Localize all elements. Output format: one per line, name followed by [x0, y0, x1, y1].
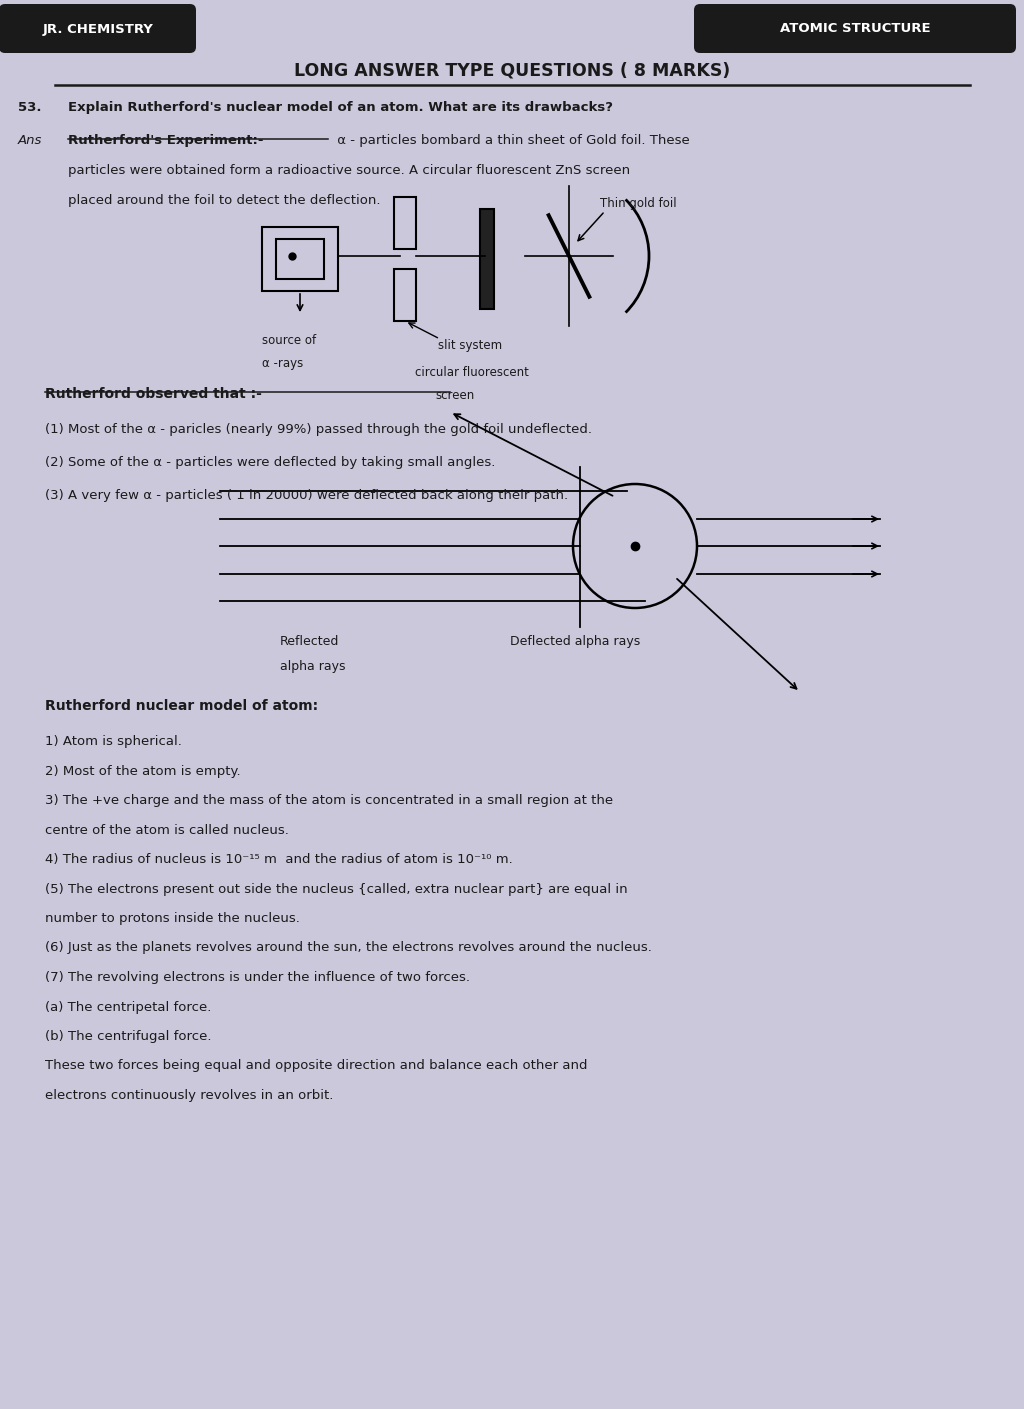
Text: 3) The +ve charge and the mass of the atom is concentrated in a small region at : 3) The +ve charge and the mass of the at…: [45, 795, 613, 807]
Text: screen: screen: [435, 389, 474, 402]
Text: Rutherford nuclear model of atom:: Rutherford nuclear model of atom:: [45, 699, 318, 713]
Text: ATOMIC STRUCTURE: ATOMIC STRUCTURE: [779, 23, 931, 35]
Text: (6) Just as the planets revolves around the sun, the electrons revolves around t: (6) Just as the planets revolves around …: [45, 941, 652, 954]
Text: circular fluorescent: circular fluorescent: [415, 366, 528, 379]
Text: (7) The revolving electrons is under the influence of two forces.: (7) The revolving electrons is under the…: [45, 971, 470, 983]
Text: Rutherford observed that :-: Rutherford observed that :-: [45, 387, 262, 402]
Text: source of: source of: [262, 334, 316, 347]
Text: alpha rays: alpha rays: [280, 659, 345, 674]
Text: (2) Some of the α - particles were deflected by taking small angles.: (2) Some of the α - particles were defle…: [45, 457, 496, 469]
Bar: [262, 227, 338, 292]
Text: Reflected: Reflected: [280, 635, 339, 648]
Bar: [480, 209, 494, 309]
Text: (b) The centrifugal force.: (b) The centrifugal force.: [45, 1030, 212, 1043]
Text: LONG ANSWER TYPE QUESTIONS ( 8 MARKS): LONG ANSWER TYPE QUESTIONS ( 8 MARKS): [294, 62, 730, 80]
Text: Rutherford's Experiment:-: Rutherford's Experiment:-: [68, 134, 263, 147]
Text: 1) Atom is spherical.: 1) Atom is spherical.: [45, 735, 182, 748]
Text: (3) A very few α - particles ( 1 in 20000) were deflected back along their path.: (3) A very few α - particles ( 1 in 2000…: [45, 489, 568, 502]
Text: These two forces being equal and opposite direction and balance each other and: These two forces being equal and opposit…: [45, 1060, 588, 1072]
Text: particles were obtained form a radioactive source. A circular fluorescent ZnS sc: particles were obtained form a radioacti…: [68, 163, 630, 178]
Bar: [394, 269, 416, 321]
Text: (5) The electrons present out side the nucleus {called, extra nuclear part} are : (5) The electrons present out side the n…: [45, 882, 628, 896]
Text: Thin gold foil: Thin gold foil: [600, 197, 677, 210]
Text: 2) Most of the atom is empty.: 2) Most of the atom is empty.: [45, 765, 241, 778]
Text: placed around the foil to detect the deflection.: placed around the foil to detect the def…: [68, 194, 381, 207]
Text: 53.: 53.: [18, 101, 42, 114]
Bar: [276, 240, 324, 279]
Text: α - particles bombard a thin sheet of Gold foil. These: α - particles bombard a thin sheet of Go…: [333, 134, 690, 147]
Text: number to protons inside the nucleus.: number to protons inside the nucleus.: [45, 912, 300, 924]
Text: electrons continuously revolves in an orbit.: electrons continuously revolves in an or…: [45, 1089, 334, 1102]
Text: α -rays: α -rays: [262, 356, 303, 371]
Text: Explain Rutherford's nuclear model of an atom. What are its drawbacks?: Explain Rutherford's nuclear model of an…: [68, 101, 613, 114]
Bar: [394, 197, 416, 249]
FancyBboxPatch shape: [0, 4, 196, 54]
Text: JR. CHEMISTRY: JR. CHEMISTRY: [43, 23, 154, 35]
Text: slit system: slit system: [438, 340, 502, 352]
Text: 4) The radius of nucleus is 10⁻¹⁵ m  and the radius of atom is 10⁻¹⁰ m.: 4) The radius of nucleus is 10⁻¹⁵ m and …: [45, 852, 513, 867]
Text: (1) Most of the α - paricles (nearly 99%) passed through the gold foil undeflect: (1) Most of the α - paricles (nearly 99%…: [45, 423, 592, 435]
Text: centre of the atom is called nucleus.: centre of the atom is called nucleus.: [45, 823, 289, 837]
Text: Ans: Ans: [18, 134, 42, 147]
Text: (a) The centripetal force.: (a) The centripetal force.: [45, 1000, 211, 1013]
FancyBboxPatch shape: [694, 4, 1016, 54]
Text: Deflected alpha rays: Deflected alpha rays: [510, 635, 640, 648]
